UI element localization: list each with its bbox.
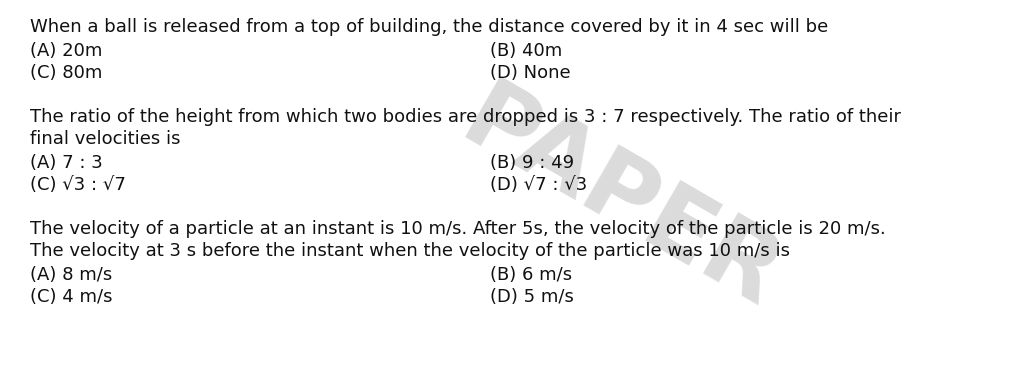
Text: (B) 40m: (B) 40m: [490, 42, 562, 60]
Text: (D) 5 m/s: (D) 5 m/s: [490, 288, 573, 306]
Text: When a ball is released from a top of building, the distance covered by it in 4 : When a ball is released from a top of bu…: [30, 18, 828, 36]
Text: (B) 9 : 49: (B) 9 : 49: [490, 154, 574, 172]
Text: (C) 80m: (C) 80m: [30, 64, 102, 82]
Text: (C) √3 : √7: (C) √3 : √7: [30, 176, 126, 194]
Text: (A) 20m: (A) 20m: [30, 42, 102, 60]
Text: PAPER: PAPER: [445, 72, 795, 328]
Text: (A) 7 : 3: (A) 7 : 3: [30, 154, 102, 172]
Text: The ratio of the height from which two bodies are dropped is 3 : 7 respectively.: The ratio of the height from which two b…: [30, 108, 901, 126]
Text: (D) None: (D) None: [490, 64, 570, 82]
Text: (A) 8 m/s: (A) 8 m/s: [30, 266, 113, 284]
Text: final velocities is: final velocities is: [30, 130, 180, 148]
Text: (B) 6 m/s: (B) 6 m/s: [490, 266, 572, 284]
Text: (C) 4 m/s: (C) 4 m/s: [30, 288, 113, 306]
Text: (D) √7 : √3: (D) √7 : √3: [490, 176, 587, 194]
Text: The velocity of a particle at an instant is 10 m/s. After 5s, the velocity of th: The velocity of a particle at an instant…: [30, 220, 886, 238]
Text: The velocity at 3 s before the instant when the velocity of the particle was 10 : The velocity at 3 s before the instant w…: [30, 242, 790, 260]
